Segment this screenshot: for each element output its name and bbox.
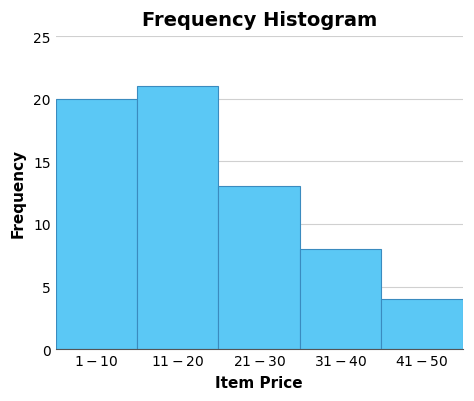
Title: Frequency Histogram: Frequency Histogram xyxy=(142,11,377,30)
Bar xyxy=(300,249,382,349)
X-axis label: Item Price: Item Price xyxy=(215,375,303,390)
Bar xyxy=(382,299,463,349)
Bar xyxy=(137,87,219,349)
Bar xyxy=(55,99,137,349)
Y-axis label: Frequency: Frequency xyxy=(11,149,26,238)
Bar xyxy=(219,187,300,349)
